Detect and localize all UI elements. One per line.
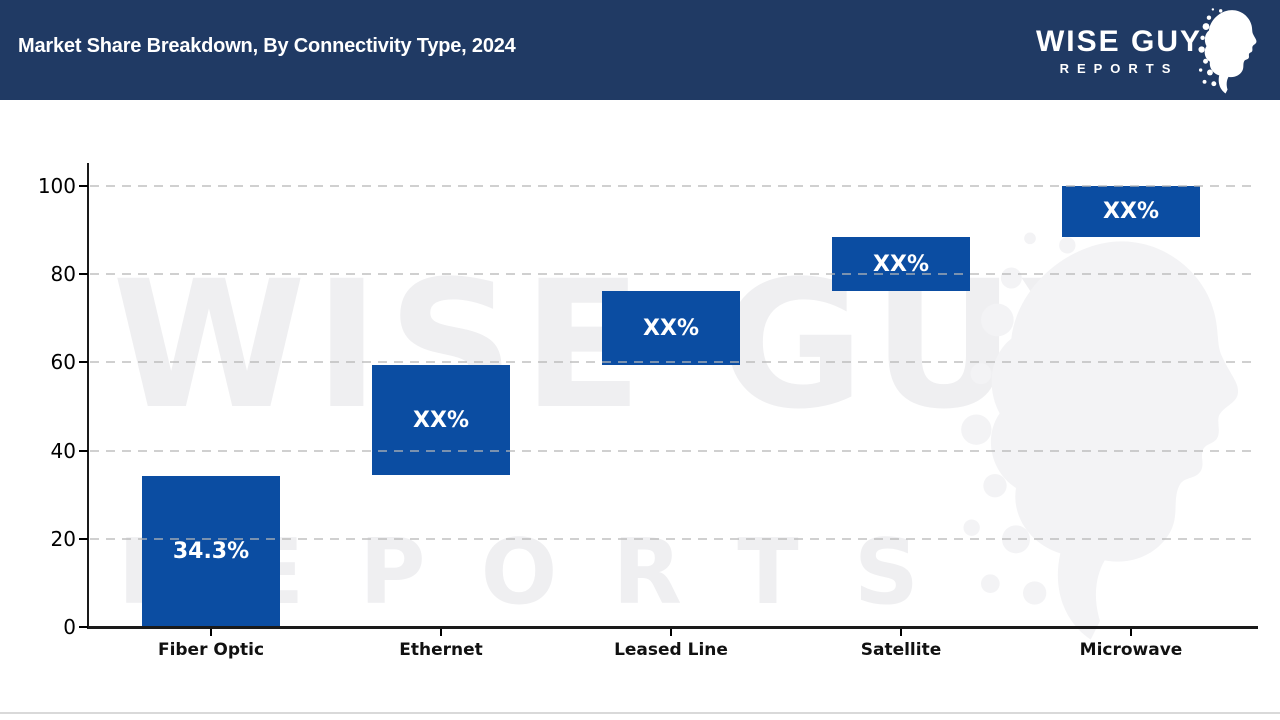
bar-value-label-microwave: XX% [1103,199,1159,224]
x-axis-label-fiber-optic: Fiber Optic [157,640,265,660]
bar-ethernet [372,365,510,475]
bar-satellite [832,237,970,291]
y-tick-60 [79,361,88,363]
gridline-40 [90,450,1256,452]
y-tick-40 [79,450,88,452]
x-axis-label-leased-line: Leased Line [614,640,728,660]
y-tick-label-20: 20 [50,527,76,551]
footer-divider [0,712,1280,714]
bar-microwave [1062,186,1200,237]
header-bar: Market Share Breakdown, By Connectivity … [0,0,1280,100]
gridline-80 [90,273,1256,275]
bar-value-label-fiber-optic: 34.3% [172,539,250,564]
gridline-100 [90,185,1256,187]
x-tick-satellite [900,629,902,636]
page-title: Market Share Breakdown, By Connectivity … [18,35,516,57]
x-axis-label-microwave: Microwave [1079,640,1183,660]
logo-line-reports: REPORTS [1059,60,1179,76]
x-tick-fiber-optic [210,629,212,636]
bar-value-label-leased-line: XX% [643,315,699,341]
logo-wordmark: WISE GUY REPORTS [1036,25,1202,76]
x-axis-label-satellite: Satellite [860,640,942,660]
y-tick-0 [79,626,88,628]
y-tick-100 [79,185,88,187]
y-tick-label-60: 60 [50,350,76,374]
bar-value-label-satellite: XX% [873,251,929,277]
y-tick-label-40: 40 [50,439,76,463]
bar-fiber-optic [142,476,280,627]
x-tick-microwave [1130,629,1132,636]
y-tick-20 [79,538,88,540]
wiseguy-head-icon [1192,6,1266,94]
y-tick-label-80: 80 [50,262,76,286]
x-tick-leased-line [670,629,672,636]
y-axis-line [87,163,89,629]
x-axis-label-ethernet: Ethernet [399,640,483,660]
bar-leased-line [602,291,740,365]
wiseguy-logo: WISE GUY REPORTS [1036,6,1266,94]
gridline-20 [90,538,1256,540]
x-axis-line [87,626,1258,629]
watermark-head-icon [952,222,1262,642]
y-tick-80 [79,273,88,275]
bar-value-label-ethernet: XX% [413,407,469,433]
gridline-60 [90,361,1256,363]
x-tick-ethernet [440,629,442,636]
y-tick-label-100: 100 [37,174,76,198]
logo-line-wise-guy: WISE GUY [1035,24,1202,58]
y-tick-label-0: 0 [63,615,76,639]
